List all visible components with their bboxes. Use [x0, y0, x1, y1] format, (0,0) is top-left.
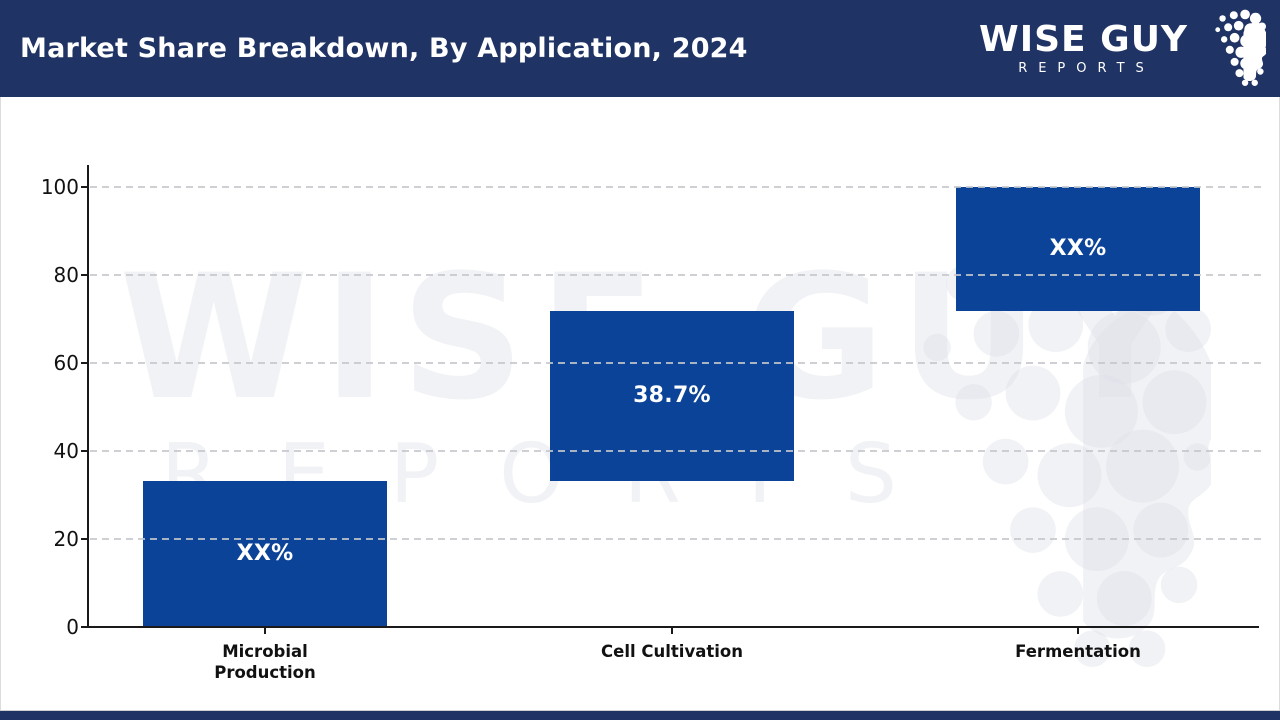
logo-wordmark: WISE GUY: [978, 19, 1188, 60]
gridline-80: [90, 274, 1263, 276]
ytick-mark-80: [81, 274, 88, 276]
y-axis-line: [87, 165, 89, 628]
footer-bar: [0, 711, 1280, 720]
logo-subtext: REPORTS: [1018, 61, 1155, 76]
bar-microbial-production: XX%: [143, 480, 387, 627]
wiseguy-face-icon: [1215, 9, 1266, 86]
footer-hairline: [0, 710, 1280, 711]
xtick-mark-2: [671, 628, 673, 634]
plot: XX% 38.7% XX% 0 20 40 60 80 100 Microbial Product…: [1, 97, 1279, 710]
ytick-label-40: 40: [53, 439, 79, 463]
gridline-60: [90, 362, 1263, 364]
gridline-40: [90, 450, 1263, 452]
wiseguy-logo-text: WISE GUY REPORTS: [978, 19, 1188, 77]
ytick-label-80: 80: [53, 263, 79, 287]
header-bar: Market Share Breakdown, By Application, …: [0, 0, 1280, 97]
category-label-microbial-production: Microbial Production: [214, 642, 316, 682]
bar-cell-cultivation: 38.7%: [550, 310, 794, 481]
wiseguy-logo: WISE GUY REPORTS: [979, 0, 1266, 97]
ytick-label-20: 20: [53, 527, 79, 551]
x-axis-line: [87, 626, 1259, 628]
chart-area: WISE GUY REPORTS XX%38.7%XX%020406080100…: [0, 97, 1280, 710]
ytick-label-0: 0: [66, 615, 79, 639]
ytick-mark-40: [81, 450, 88, 452]
category-label-fermentation: Fermentation: [1015, 642, 1141, 661]
bar-value-label: XX%: [1049, 236, 1107, 262]
bar-value-label: XX%: [236, 541, 294, 567]
category-label-cell-cultivation: Cell Cultivation: [601, 642, 743, 661]
ytick-label-100: 100: [40, 175, 79, 199]
ytick-label-60: 60: [53, 351, 79, 375]
chart-title: Market Share Breakdown, By Application, …: [20, 33, 748, 64]
ytick-mark-20: [81, 538, 88, 540]
xtick-mark-1: [264, 628, 266, 634]
bar-fermentation: XX%: [956, 187, 1200, 311]
gridline-100: [90, 186, 1263, 188]
bar-value-label: 38.7%: [633, 383, 711, 409]
ytick-mark-60: [81, 362, 88, 364]
ytick-mark-100: [81, 186, 88, 188]
xtick-mark-3: [1077, 628, 1079, 634]
ytick-mark-0: [81, 626, 88, 628]
gridline-20: [90, 538, 1263, 540]
